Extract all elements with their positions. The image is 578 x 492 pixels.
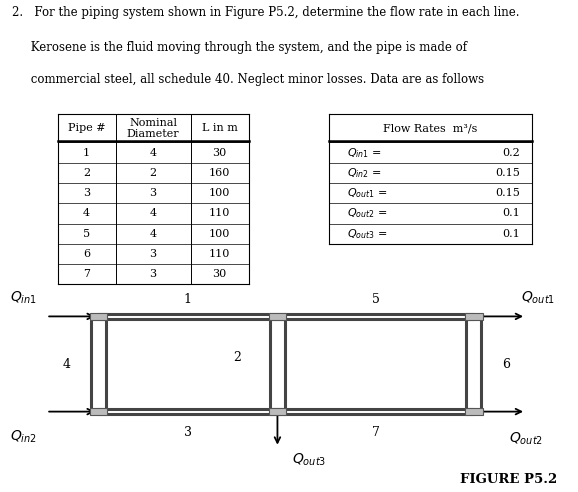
Text: 160: 160 bbox=[209, 168, 230, 178]
Text: 6: 6 bbox=[502, 358, 510, 370]
Text: $Q_{out2}$ =: $Q_{out2}$ = bbox=[347, 207, 387, 220]
Text: $Q_{out3}$: $Q_{out3}$ bbox=[292, 452, 326, 468]
Text: 30: 30 bbox=[213, 148, 227, 158]
Text: 0.2: 0.2 bbox=[502, 148, 520, 158]
Bar bbox=[90, 408, 107, 415]
Text: commercial steel, all schedule 40. Neglect minor losses. Data are as follows: commercial steel, all schedule 40. Negle… bbox=[12, 73, 484, 86]
Text: 5: 5 bbox=[83, 229, 90, 239]
Text: 3: 3 bbox=[150, 249, 157, 259]
Text: 4: 4 bbox=[150, 229, 157, 239]
Text: $Q_{out2}$: $Q_{out2}$ bbox=[509, 430, 543, 447]
Text: Flow Rates  m³/s: Flow Rates m³/s bbox=[383, 123, 478, 133]
Text: 2: 2 bbox=[83, 168, 90, 178]
Text: $Q_{in2}$ =: $Q_{in2}$ = bbox=[347, 166, 381, 180]
Text: 3: 3 bbox=[150, 269, 157, 279]
Bar bbox=[465, 313, 483, 320]
Bar bbox=[90, 313, 107, 320]
Text: 2.   For the piping system shown in Figure P5.2, determine the flow rate in each: 2. For the piping system shown in Figure… bbox=[12, 6, 519, 19]
Text: 0.1: 0.1 bbox=[502, 209, 520, 218]
Text: $Q_{in1}$ =: $Q_{in1}$ = bbox=[347, 146, 381, 160]
Text: 5: 5 bbox=[372, 293, 380, 306]
Bar bbox=[465, 408, 483, 415]
Text: 100: 100 bbox=[209, 188, 230, 198]
Text: Kerosene is the fluid moving through the system, and the pipe is made of: Kerosene is the fluid moving through the… bbox=[12, 41, 466, 54]
Text: 4: 4 bbox=[150, 209, 157, 218]
Text: $Q_{in2}$: $Q_{in2}$ bbox=[10, 429, 36, 445]
Text: 2: 2 bbox=[150, 168, 157, 178]
Text: 3: 3 bbox=[184, 426, 192, 439]
Bar bbox=[269, 408, 286, 415]
Bar bbox=[269, 313, 286, 320]
Text: 2: 2 bbox=[233, 351, 241, 364]
Text: 3: 3 bbox=[150, 188, 157, 198]
Text: 1: 1 bbox=[184, 293, 192, 306]
Text: L in m: L in m bbox=[202, 123, 238, 133]
Text: Pipe #: Pipe # bbox=[68, 123, 106, 133]
Text: Nominal
Diameter: Nominal Diameter bbox=[127, 118, 180, 139]
Text: $Q_{out1}$: $Q_{out1}$ bbox=[521, 289, 554, 306]
Text: 3: 3 bbox=[83, 188, 90, 198]
Text: 7: 7 bbox=[83, 269, 90, 279]
Text: 7: 7 bbox=[372, 426, 380, 439]
Text: $Q_{out3}$ =: $Q_{out3}$ = bbox=[347, 227, 387, 241]
Text: 0.1: 0.1 bbox=[502, 229, 520, 239]
Text: 1: 1 bbox=[83, 148, 90, 158]
Text: 4: 4 bbox=[83, 209, 90, 218]
Text: 0.15: 0.15 bbox=[495, 168, 520, 178]
Text: 30: 30 bbox=[213, 269, 227, 279]
Text: $Q_{in1}$: $Q_{in1}$ bbox=[10, 289, 36, 306]
Text: 4: 4 bbox=[150, 148, 157, 158]
Text: 6: 6 bbox=[83, 249, 90, 259]
Text: $Q_{out1}$ =: $Q_{out1}$ = bbox=[347, 186, 387, 200]
Text: FIGURE P5.2: FIGURE P5.2 bbox=[460, 473, 557, 486]
Text: 0.15: 0.15 bbox=[495, 188, 520, 198]
Text: 110: 110 bbox=[209, 249, 230, 259]
Text: 110: 110 bbox=[209, 209, 230, 218]
Text: 100: 100 bbox=[209, 229, 230, 239]
Text: 4: 4 bbox=[62, 358, 71, 370]
